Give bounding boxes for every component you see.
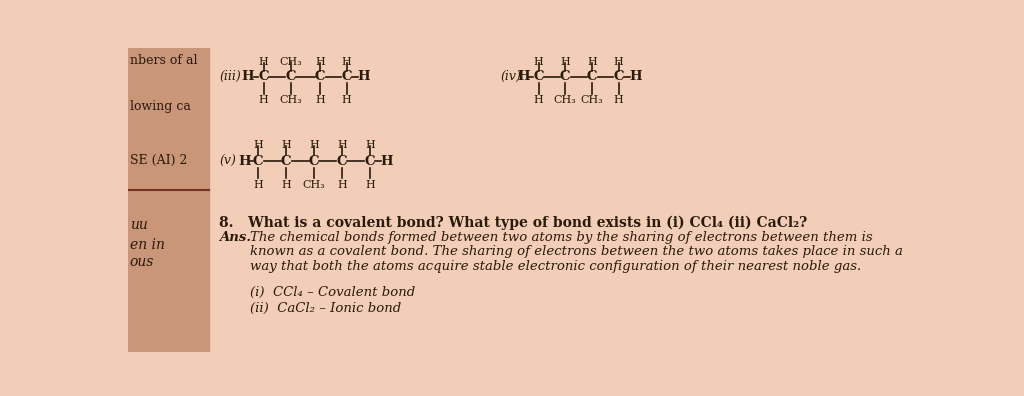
Text: ous: ous (130, 255, 154, 269)
Text: (ii)  CaCl₂ – Ionic bond: (ii) CaCl₂ – Ionic bond (251, 302, 401, 314)
Text: CH₃: CH₃ (303, 180, 326, 190)
Text: H: H (381, 155, 393, 168)
Text: H: H (242, 70, 254, 83)
Text: H: H (238, 155, 251, 168)
Text: C: C (309, 155, 319, 168)
Text: H: H (253, 180, 263, 190)
Text: C: C (337, 155, 347, 168)
Text: The chemical bonds formed between two atoms by the sharing of electrons between : The chemical bonds formed between two at… (251, 231, 873, 244)
Text: H: H (282, 180, 291, 190)
Text: CH₃: CH₃ (581, 95, 603, 105)
Text: H: H (630, 70, 642, 83)
Text: C: C (613, 70, 624, 83)
Text: H: H (517, 70, 529, 83)
Text: H: H (534, 95, 544, 105)
Text: way that both the atoms acquire stable electronic configuration of their nearest: way that both the atoms acquire stable e… (251, 260, 862, 273)
Text: H: H (613, 57, 624, 67)
Text: 8.   What is a covalent bond? What type of bond exists in (i) CCl₄ (ii) CaCl₂?: 8. What is a covalent bond? What type of… (219, 215, 808, 230)
Text: CH₃: CH₃ (280, 57, 302, 67)
Text: H: H (253, 140, 263, 150)
Text: CH₃: CH₃ (554, 95, 577, 105)
Text: H: H (315, 95, 325, 105)
Text: known as a covalent bond. The sharing of electrons between the two atoms takes p: known as a covalent bond. The sharing of… (251, 246, 903, 259)
Text: (v): (v) (219, 155, 237, 168)
Text: uu: uu (130, 219, 147, 232)
Text: H: H (337, 140, 347, 150)
Text: H: H (560, 57, 570, 67)
Text: H: H (342, 95, 351, 105)
Text: en in: en in (130, 238, 165, 253)
Text: H: H (259, 95, 268, 105)
Text: H: H (534, 57, 544, 67)
Text: C: C (341, 70, 352, 83)
Text: lowing ca: lowing ca (130, 100, 190, 113)
Text: H: H (365, 180, 375, 190)
Text: C: C (286, 70, 296, 83)
Text: C: C (281, 155, 292, 168)
Text: H: H (342, 57, 351, 67)
Text: Ans.: Ans. (219, 231, 252, 244)
Text: H: H (282, 140, 291, 150)
Text: C: C (258, 70, 269, 83)
Text: H: H (259, 57, 268, 67)
Text: (iii): (iii) (219, 70, 242, 83)
Text: (iv): (iv) (500, 70, 521, 83)
Text: H: H (357, 70, 370, 83)
Text: C: C (534, 70, 544, 83)
Bar (128, 48, 209, 352)
Text: C: C (315, 70, 326, 83)
Text: nbers of al: nbers of al (130, 54, 197, 67)
Text: H: H (613, 95, 624, 105)
Text: H: H (337, 180, 347, 190)
Text: C: C (587, 70, 597, 83)
Text: SE (AI) 2: SE (AI) 2 (130, 154, 187, 167)
Text: C: C (365, 155, 375, 168)
Text: (i)  CCl₄ – Covalent bond: (i) CCl₄ – Covalent bond (251, 286, 416, 299)
Text: C: C (253, 155, 263, 168)
Text: H: H (309, 140, 318, 150)
Text: H: H (365, 140, 375, 150)
Text: H: H (315, 57, 325, 67)
Text: C: C (560, 70, 570, 83)
Text: H: H (588, 57, 597, 67)
Text: CH₃: CH₃ (280, 95, 302, 105)
